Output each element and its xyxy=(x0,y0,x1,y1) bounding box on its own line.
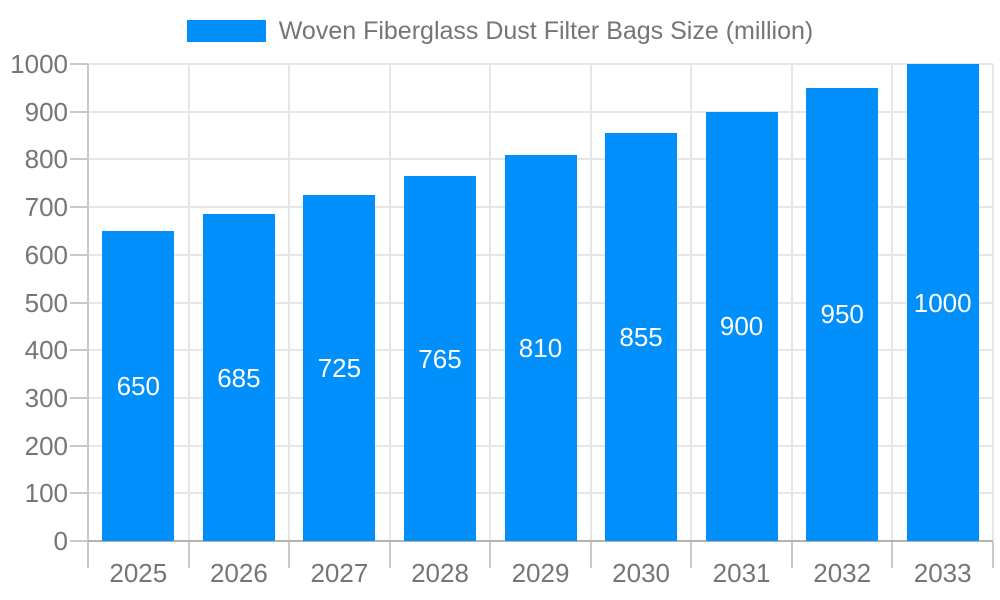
x-axis-tick xyxy=(388,542,391,568)
bar-value-label: 1000 xyxy=(913,287,972,318)
y-tick-label: 200 xyxy=(24,430,68,461)
x-axis-tick xyxy=(891,542,894,568)
legend[interactable]: Woven Fiberglass Dust Filter Bags Size (… xyxy=(0,16,1000,46)
x-tick-label: 2027 xyxy=(310,558,369,588)
gridline-v xyxy=(790,64,793,541)
gridline-v xyxy=(690,64,693,541)
gridline-v xyxy=(187,64,190,541)
y-axis-tick xyxy=(70,206,88,209)
bar[interactable] xyxy=(102,230,175,541)
y-tick-label: 100 xyxy=(24,478,68,509)
bar-value-label: 685 xyxy=(217,362,261,393)
bar-value-label: 725 xyxy=(317,353,362,384)
bar[interactable] xyxy=(705,111,778,541)
y-tick-label: 800 xyxy=(24,144,68,175)
x-tick-label: 2030 xyxy=(612,558,671,588)
y-tick-label: 300 xyxy=(24,382,68,413)
bar-value-label: 810 xyxy=(518,332,563,363)
y-axis-tick xyxy=(70,158,88,161)
x-axis-tick xyxy=(589,542,592,568)
bar-value-label: 650 xyxy=(116,371,160,401)
y-axis-tick xyxy=(70,540,88,542)
y-axis-tick xyxy=(70,396,88,399)
gridline-h xyxy=(88,63,993,65)
y-tick-label: 400 xyxy=(24,335,68,366)
y-axis-line xyxy=(87,64,89,541)
x-tick-label: 2031 xyxy=(712,558,771,588)
y-axis-tick xyxy=(70,492,88,495)
y-axis-tick xyxy=(70,301,88,304)
bar[interactable] xyxy=(202,214,275,541)
x-axis-tick xyxy=(489,542,492,568)
gridline-v xyxy=(388,64,391,541)
x-axis-tick xyxy=(790,542,793,568)
y-tick-label: 900 xyxy=(24,96,68,127)
x-axis-tick xyxy=(187,542,190,568)
gridline-v xyxy=(589,64,592,541)
bar[interactable] xyxy=(504,154,577,541)
bar-value-label: 855 xyxy=(619,322,663,353)
bar-value-label: 950 xyxy=(820,299,864,330)
y-tick-label: 600 xyxy=(24,239,68,270)
y-axis-tick xyxy=(70,253,88,256)
bar[interactable] xyxy=(303,195,376,541)
x-tick-label: 2032 xyxy=(813,558,872,588)
y-tick-label: 500 xyxy=(24,287,68,318)
bar-value-label: 765 xyxy=(418,343,462,374)
bar[interactable] xyxy=(806,87,879,541)
y-axis-tick xyxy=(70,63,88,65)
gridline-v xyxy=(992,64,994,541)
x-axis-tick xyxy=(288,542,291,568)
y-axis-tick xyxy=(70,349,88,352)
legend-label: Woven Fiberglass Dust Filter Bags Size (… xyxy=(278,17,814,45)
x-axis-tick xyxy=(87,542,89,568)
gridline-v xyxy=(891,64,894,541)
gridline-h xyxy=(88,110,993,113)
y-tick-label: 1000 xyxy=(10,49,68,79)
x-axis-line xyxy=(88,540,993,542)
bar-value-label: 900 xyxy=(719,311,764,342)
y-tick-label: 0 xyxy=(53,526,68,556)
x-tick-label: 2025 xyxy=(109,558,168,588)
bar[interactable] xyxy=(403,176,476,541)
y-tick-label: 700 xyxy=(24,192,68,223)
gridline-v xyxy=(288,64,291,541)
bar[interactable] xyxy=(605,133,678,541)
gridline-v xyxy=(489,64,492,541)
x-tick-label: 2033 xyxy=(913,558,972,588)
x-axis-tick xyxy=(992,542,994,568)
x-tick-label: 2028 xyxy=(411,558,469,588)
legend-swatch xyxy=(186,20,266,42)
x-axis-tick xyxy=(690,542,693,568)
y-axis-tick xyxy=(70,444,88,447)
bar[interactable] xyxy=(906,64,979,541)
x-tick-label: 2026 xyxy=(209,558,268,588)
x-tick-label: 2029 xyxy=(511,558,570,588)
y-axis-tick xyxy=(70,110,88,113)
